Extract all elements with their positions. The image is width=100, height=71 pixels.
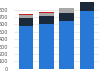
Bar xyxy=(39,16,54,24)
Bar xyxy=(59,8,74,13)
Bar xyxy=(80,0,94,1)
Bar xyxy=(19,26,33,69)
Bar xyxy=(80,11,94,69)
Bar xyxy=(39,12,54,16)
Bar xyxy=(19,18,33,26)
Bar xyxy=(59,21,74,69)
Bar xyxy=(80,1,94,11)
Bar xyxy=(19,14,33,15)
Bar xyxy=(19,15,33,18)
Bar xyxy=(59,13,74,21)
Bar xyxy=(39,24,54,69)
